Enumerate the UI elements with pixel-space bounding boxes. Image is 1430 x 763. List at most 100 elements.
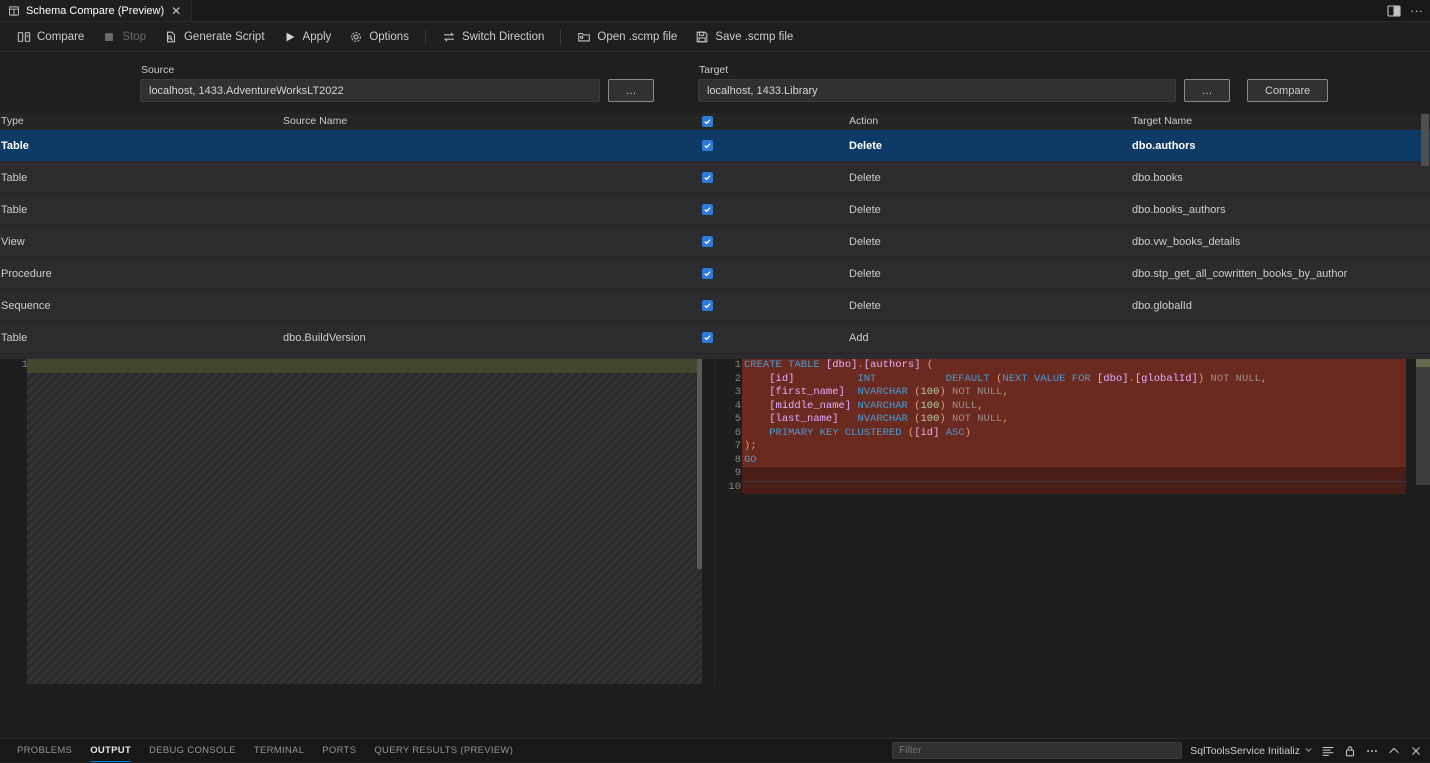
line-number: 5 bbox=[715, 413, 743, 427]
tab-title: Schema Compare (Preview) bbox=[26, 5, 164, 17]
panel-tab-debug-console[interactable]: DEBUG CONSOLE bbox=[140, 739, 245, 763]
more-actions-icon[interactable] bbox=[1365, 744, 1379, 758]
schema-compare-toolbar: Compare Stop Generate Script Apply bbox=[0, 22, 1430, 52]
options-button-label: Options bbox=[369, 31, 409, 43]
apply-button[interactable]: Apply bbox=[274, 26, 341, 48]
cell-target-name: dbo.authors bbox=[1132, 140, 1415, 152]
cell-type: Table bbox=[0, 204, 283, 216]
column-header-checkbox bbox=[566, 116, 849, 127]
row-checkbox[interactable] bbox=[702, 172, 713, 183]
connection-row: Source … Target … Compare bbox=[0, 52, 1430, 102]
cell-checkbox bbox=[566, 236, 849, 247]
panel-tab-query-results-preview[interactable]: QUERY RESULTS (PREVIEW) bbox=[365, 739, 522, 763]
generate-script-label: Generate Script bbox=[184, 31, 265, 43]
cell-action: Delete bbox=[849, 268, 1132, 280]
cell-action: Delete bbox=[849, 172, 1132, 184]
panel-tab-problems[interactable]: PROBLEMS bbox=[8, 739, 81, 763]
select-all-checkbox[interactable] bbox=[702, 116, 713, 127]
row-checkbox[interactable] bbox=[702, 140, 713, 151]
more-actions-icon[interactable]: ··· bbox=[1410, 4, 1423, 17]
code-line: PRIMARY KEY CLUSTERED ([id] ASC) bbox=[742, 427, 1430, 441]
save-scmp-button[interactable]: Save .scmp file bbox=[686, 26, 802, 48]
cell-type: Table bbox=[0, 332, 283, 344]
options-button[interactable]: Options bbox=[340, 26, 418, 48]
target-input-line: … Compare bbox=[698, 79, 1328, 102]
column-header-source-name[interactable]: Source Name bbox=[283, 115, 566, 127]
cell-checkbox bbox=[566, 172, 849, 183]
cell-type: Procedure bbox=[0, 268, 283, 280]
compare-button[interactable]: Compare bbox=[8, 26, 93, 48]
source-pane-scrollbar[interactable] bbox=[697, 359, 702, 569]
cell-checkbox bbox=[566, 332, 849, 343]
line-number: 4 bbox=[715, 400, 743, 414]
save-scmp-label: Save .scmp file bbox=[715, 31, 793, 43]
clear-output-icon[interactable] bbox=[1321, 744, 1335, 758]
stop-button-label: Stop bbox=[122, 31, 146, 43]
grid-vertical-scrollbar[interactable] bbox=[1420, 113, 1430, 398]
panel-actions: SqlToolsService Initializ bbox=[892, 742, 1430, 759]
target-pane-scrollbar[interactable] bbox=[1416, 359, 1430, 684]
diff-pane-source[interactable]: 1 bbox=[0, 359, 715, 684]
row-checkbox[interactable] bbox=[702, 300, 713, 311]
line-number: 7 bbox=[715, 440, 743, 454]
panel-tab-ports[interactable]: PORTS bbox=[313, 739, 365, 763]
row-checkbox[interactable] bbox=[702, 268, 713, 279]
lock-scroll-icon[interactable] bbox=[1343, 744, 1357, 758]
source-empty-line-highlight bbox=[27, 359, 702, 373]
column-header-action[interactable]: Action bbox=[849, 115, 1132, 127]
compare-action-button[interactable]: Compare bbox=[1247, 79, 1328, 102]
stop-button[interactable]: Stop bbox=[93, 26, 155, 48]
stop-icon bbox=[102, 30, 116, 44]
cell-type: Table bbox=[0, 172, 283, 184]
target-input[interactable] bbox=[698, 79, 1176, 102]
output-channel-select[interactable]: SqlToolsService Initializ bbox=[1190, 745, 1313, 757]
compare-button-label: Compare bbox=[37, 31, 84, 43]
target-code[interactable]: CREATE TABLE [dbo].[authors] ( [id] INT … bbox=[742, 359, 1430, 684]
column-header-type[interactable]: Type bbox=[0, 115, 283, 127]
save-disk-icon bbox=[695, 30, 709, 44]
column-header-target-name[interactable]: Target Name bbox=[1132, 115, 1415, 127]
switch-direction-button[interactable]: Switch Direction bbox=[433, 26, 553, 48]
cell-target-name: dbo.books bbox=[1132, 172, 1415, 184]
tab-schema-compare[interactable]: Schema Compare (Preview) ✕ bbox=[0, 0, 192, 21]
grid-scroll-thumb[interactable] bbox=[1421, 114, 1429, 166]
cell-action: Delete bbox=[849, 140, 1132, 152]
source-browse-button[interactable]: … bbox=[608, 79, 654, 102]
code-line: [id] INT DEFAULT (NEXT VALUE FOR [dbo].[… bbox=[742, 373, 1430, 387]
target-scroll-thumb[interactable] bbox=[1416, 359, 1430, 485]
panel-tab-output[interactable]: OUTPUT bbox=[81, 739, 140, 763]
generate-script-icon bbox=[164, 30, 178, 44]
cell-target-name: dbo.vw_books_details bbox=[1132, 236, 1415, 248]
cell-type: View bbox=[0, 236, 283, 248]
target-browse-button[interactable]: … bbox=[1184, 79, 1230, 102]
close-icon[interactable]: ✕ bbox=[170, 5, 182, 17]
open-scmp-button[interactable]: Open .scmp file bbox=[568, 26, 686, 48]
filter-input[interactable] bbox=[892, 742, 1182, 759]
row-checkbox[interactable] bbox=[702, 204, 713, 215]
chevron-up-icon[interactable] bbox=[1387, 744, 1401, 758]
close-panel-icon[interactable] bbox=[1409, 744, 1423, 758]
code-line: [middle_name] NVARCHAR (100) NULL, bbox=[742, 400, 1430, 414]
editor-tab-bar: Schema Compare (Preview) ✕ ··· bbox=[0, 0, 1430, 22]
row-checkbox[interactable] bbox=[702, 332, 713, 343]
row-checkbox[interactable] bbox=[702, 236, 713, 247]
source-input[interactable] bbox=[140, 79, 600, 102]
cell-target-name: dbo.books_authors bbox=[1132, 204, 1415, 216]
panel-tab-terminal[interactable]: TERMINAL bbox=[245, 739, 313, 763]
split-editor-icon[interactable] bbox=[1386, 3, 1402, 19]
line-number: 1 bbox=[715, 359, 743, 373]
generate-script-button[interactable]: Generate Script bbox=[155, 26, 274, 48]
schema-compare-body: Source … Target … Compare Type Source Na… bbox=[0, 52, 1430, 338]
cell-checkbox bbox=[566, 268, 849, 279]
